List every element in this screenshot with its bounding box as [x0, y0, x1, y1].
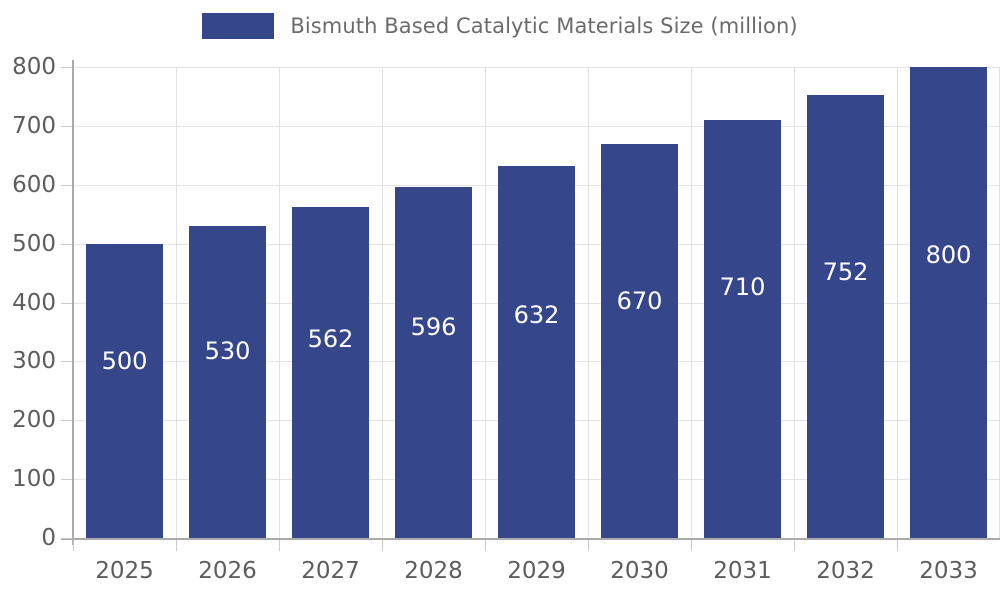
- chart-legend: Bismuth Based Catalytic Materials Size (…: [0, 8, 1000, 44]
- gridline-vertical: [485, 67, 486, 538]
- x-tick-label: 2028: [404, 558, 463, 584]
- bar[interactable]: [497, 165, 576, 538]
- y-tick-label: 700: [12, 112, 56, 139]
- gridline-vertical: [588, 67, 589, 538]
- y-tick-mark: [61, 479, 72, 481]
- x-tick-mark: [691, 540, 692, 551]
- y-axis-line: [72, 60, 74, 545]
- gridline-vertical: [176, 67, 177, 538]
- legend-label: Bismuth Based Catalytic Materials Size (…: [290, 14, 798, 38]
- x-tick-mark: [73, 540, 74, 551]
- bar[interactable]: [188, 225, 267, 538]
- x-tick-label: 2032: [816, 558, 875, 584]
- x-tick-mark: [279, 540, 280, 551]
- x-tick-label: 2033: [919, 558, 978, 584]
- y-tick-label: 800: [12, 54, 56, 80]
- x-tick-label: 2030: [610, 558, 669, 584]
- x-tick-mark: [485, 540, 486, 551]
- x-tick-label: 2029: [507, 558, 566, 584]
- legend-swatch-icon: [202, 13, 275, 39]
- x-tick-mark: [794, 540, 795, 551]
- y-tick-label: 0: [41, 525, 56, 551]
- x-axis-line: [61, 538, 1000, 540]
- plot-area: 500 530 562 596 632 670 710 752 800: [73, 67, 1000, 539]
- y-tick-mark: [61, 538, 72, 539]
- gridline-vertical: [279, 67, 280, 538]
- gridline-horizontal: [73, 125, 1000, 127]
- bar[interactable]: [600, 143, 679, 538]
- x-tick-mark: [897, 540, 898, 551]
- x-tick-mark: [176, 540, 177, 551]
- x-tick-label: 2026: [198, 558, 257, 584]
- y-tick-label: 100: [12, 466, 56, 493]
- y-tick-mark: [61, 125, 72, 127]
- y-tick-mark: [61, 243, 72, 245]
- x-tick-label: 2027: [301, 558, 360, 584]
- gridline-vertical: [794, 67, 795, 538]
- x-tick-label: 2025: [95, 558, 154, 584]
- y-tick-mark: [61, 361, 72, 363]
- bar[interactable]: [394, 187, 473, 538]
- x-tick-mark: [382, 540, 383, 551]
- y-tick-label: 300: [12, 348, 56, 375]
- y-tick-label: 500: [12, 230, 56, 257]
- y-tick-mark: [61, 302, 72, 304]
- bar[interactable]: [291, 207, 370, 538]
- bar[interactable]: [703, 120, 782, 538]
- gridline-horizontal: [73, 67, 1000, 68]
- bar[interactable]: [909, 67, 988, 538]
- x-tick-label: 2031: [713, 558, 772, 584]
- gridline-vertical: [897, 67, 898, 538]
- y-tick-mark: [61, 184, 72, 186]
- y-tick-label: 600: [12, 171, 56, 198]
- gridline-vertical: [382, 67, 383, 538]
- y-tick-mark: [61, 67, 72, 68]
- y-tick-mark: [61, 420, 72, 422]
- y-tick-label: 200: [12, 407, 56, 434]
- y-tick-label: 400: [12, 289, 56, 316]
- bar[interactable]: [85, 243, 164, 538]
- bar[interactable]: [806, 95, 885, 538]
- gridline-vertical: [691, 67, 692, 538]
- x-tick-mark: [588, 540, 589, 551]
